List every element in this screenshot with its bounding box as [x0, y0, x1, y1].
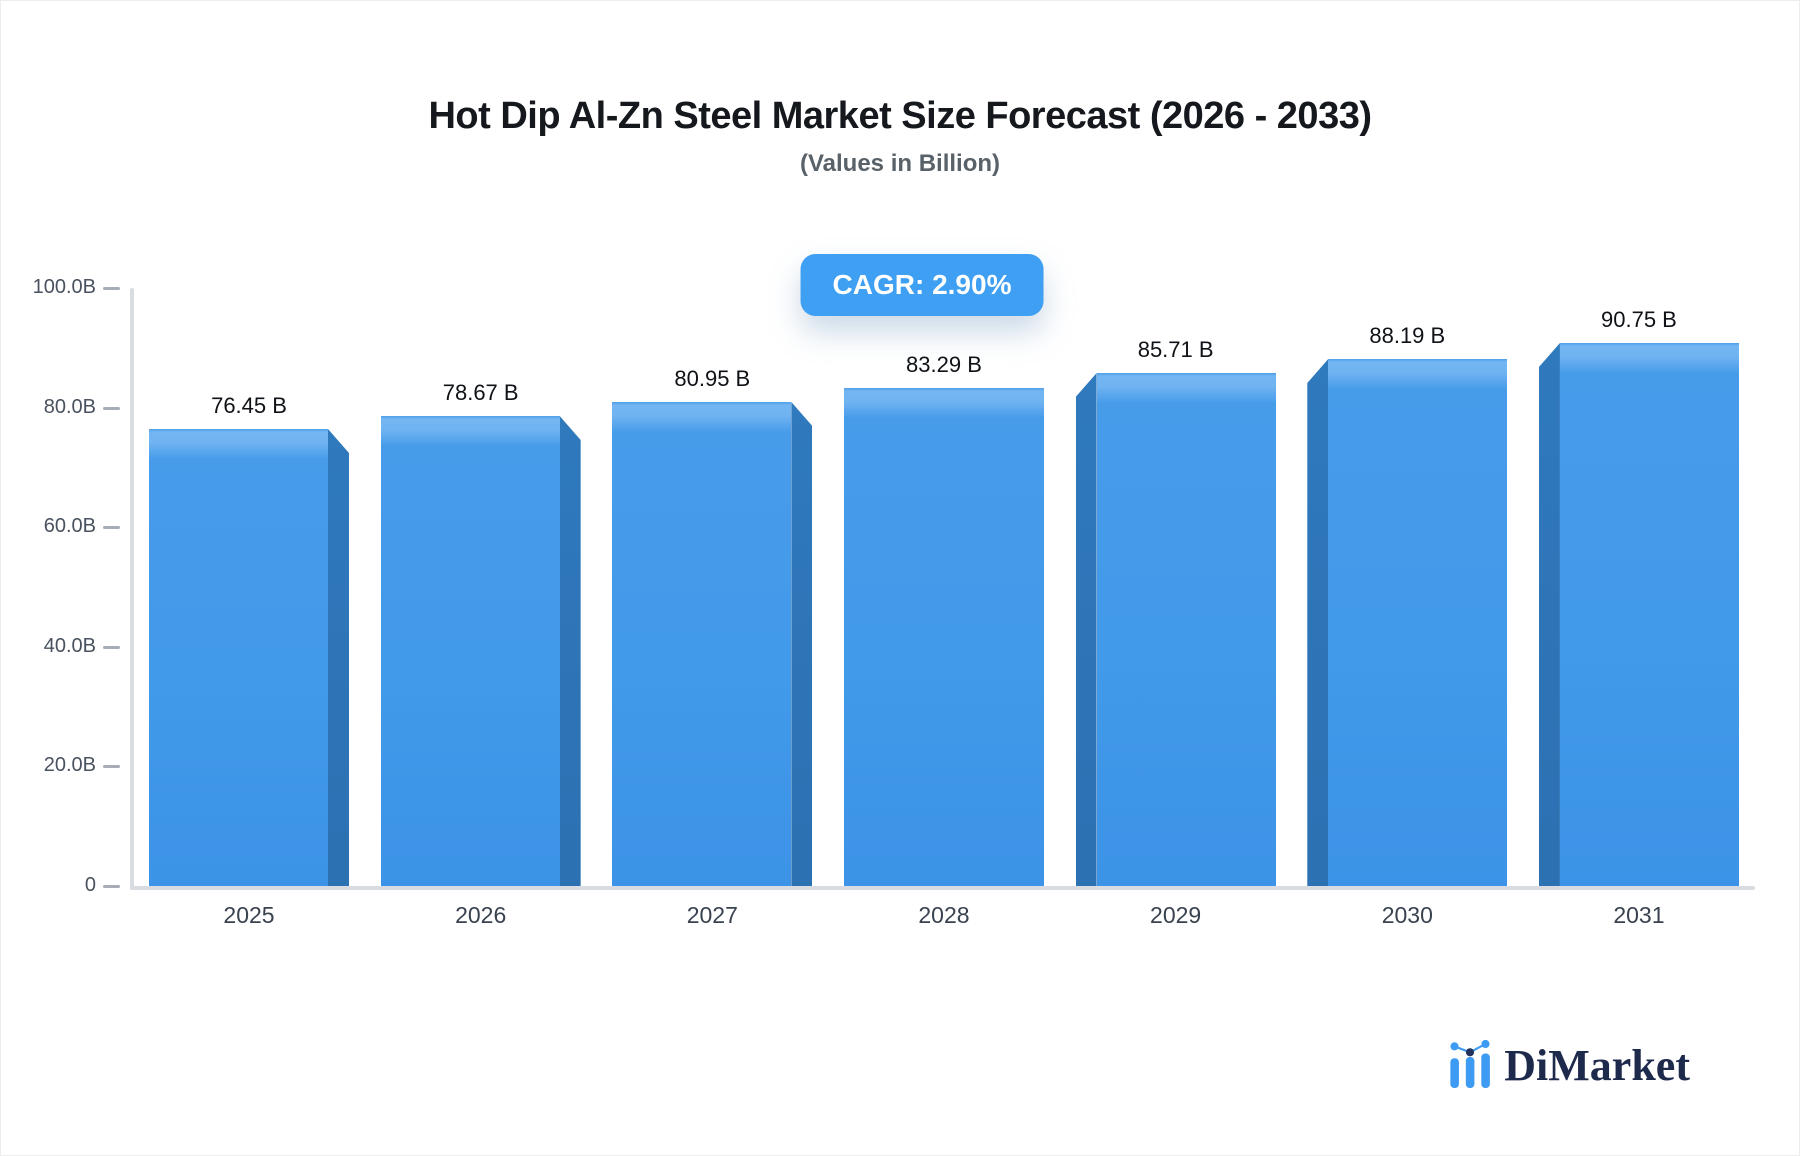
y-axis-line: [130, 288, 134, 890]
x-axis-label: 2029: [1150, 902, 1202, 928]
x-axis-baseline: [130, 886, 1755, 890]
bar-value-label: 76.45 B: [211, 393, 287, 418]
logo-text: DiMarket: [1504, 1041, 1690, 1090]
bar-2025: 76.45 B 2025: [149, 393, 349, 928]
bar-face: [843, 388, 1044, 886]
bar-2030: 88.19 B 2030: [1307, 323, 1508, 928]
bar-side-shade: [1307, 359, 1329, 886]
bars-container: 76.45 B 2025 78.67 B 2026 80.95 B 2027 83.29 B…: [133, 288, 1755, 928]
y-axis-tick: [103, 406, 120, 410]
bar-2026: 78.67 B 2026: [380, 380, 581, 928]
bar-side-shade: [1075, 373, 1097, 886]
bar-face: [1559, 343, 1739, 886]
dimarket-logo: DiMarket: [1448, 1038, 1690, 1088]
x-axis-label: 2030: [1381, 902, 1433, 928]
y-axis-tick: [103, 765, 120, 769]
y-axis-label: 80.0B: [43, 395, 96, 418]
x-axis-label: 2027: [686, 902, 738, 928]
y-axis: 100.0B 80.0B 60.0B 40.0B 20.0B 0: [0, 276, 130, 896]
bar-value-label: 83.29 B: [906, 352, 982, 377]
cagr-badge: CAGR: 2.90%: [800, 254, 1044, 316]
bar-face: [612, 402, 792, 886]
y-axis-label: 100.0B: [32, 276, 96, 298]
bar-face: [380, 416, 560, 886]
bar-side-shade: [791, 402, 813, 886]
bar-value-label: 90.75 B: [1601, 307, 1677, 332]
y-axis-tick: [103, 885, 120, 888]
x-axis-label: 2031: [1613, 902, 1665, 928]
x-axis-label: 2028: [918, 902, 970, 928]
bar-face: [1328, 359, 1508, 886]
x-axis-label: 2025: [223, 902, 275, 928]
bar-face: [149, 429, 328, 886]
chart-subtitle: (Values in Billion): [799, 150, 1001, 177]
y-axis-label: 20.0B: [43, 754, 96, 777]
y-axis-label: 60.0B: [43, 515, 96, 538]
bar-side-shade: [328, 429, 349, 886]
y-axis-tick: [103, 287, 120, 290]
bar-chart-logo-icon: [1450, 1039, 1491, 1088]
bar-value-label: 78.67 B: [442, 380, 519, 405]
bar-side-shade: [1538, 343, 1560, 886]
x-axis-label: 2026: [455, 902, 507, 928]
bar-value-label: 85.71 B: [1137, 337, 1214, 362]
bar-2029: 85.71 B 2029: [1075, 337, 1276, 928]
chart-title: Hot Dip Al-Zn Steel Market Size Forecast…: [428, 95, 1372, 137]
bar-2027: 80.95 B 2027: [612, 366, 813, 928]
bar-value-label: 80.95 B: [674, 366, 751, 391]
y-axis-tick: [103, 526, 120, 530]
bar-2028: 83.29 B 2028: [843, 352, 1044, 928]
bar-side-shade: [559, 416, 581, 886]
y-axis-label: 40.0B: [43, 634, 96, 657]
bar-2031: 90.75 B 2031: [1538, 307, 1739, 928]
y-axis-label: 0: [84, 874, 96, 896]
bar-value-label: 88.19 B: [1369, 323, 1446, 348]
y-axis-tick: [103, 645, 120, 649]
bar-face: [1096, 373, 1276, 886]
